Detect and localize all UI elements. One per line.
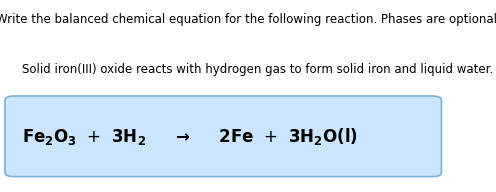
FancyBboxPatch shape [5, 96, 441, 177]
Text: Solid iron(III) oxide reacts with hydrogen gas to form solid iron and liquid wat: Solid iron(III) oxide reacts with hydrog… [22, 63, 494, 76]
Text: $\mathbf{Fe_2O_3}$  +  $\mathbf{3H_2}$     $\mathbf{\rightarrow}$     $\mathbf{2: $\mathbf{Fe_2O_3}$ + $\mathbf{3H_2}$ $\m… [22, 126, 358, 147]
Text: Write the balanced chemical equation for the following reaction. Phases are opti: Write the balanced chemical equation for… [0, 13, 496, 26]
